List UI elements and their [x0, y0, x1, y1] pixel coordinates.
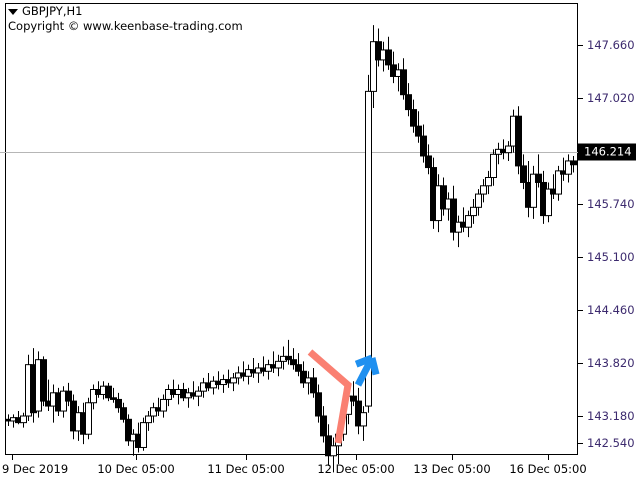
price-tick-mark: [578, 416, 583, 417]
time-axis-label: 9 Dec 2019: [2, 462, 69, 476]
plot-area-frame: [5, 3, 578, 455]
price-axis-label: 143.820: [587, 356, 635, 370]
price-axis[interactable]: 147.660147.020146.380145.740145.100144.4…: [578, 3, 640, 455]
time-axis-label: 13 Dec 05:00: [413, 462, 491, 476]
triangle-down-icon[interactable]: [8, 8, 18, 15]
time-axis-label: 12 Dec 05:00: [317, 462, 395, 476]
time-axis[interactable]: 9 Dec 2019 10 Dec 05:00 11 Dec 05:00 12 Dec…: [0, 455, 640, 480]
price-axis-label: 144.460: [587, 303, 635, 317]
time-tick-mark: [136, 455, 137, 460]
price-axis-label: 147.020: [587, 91, 635, 105]
time-tick-mark: [12, 455, 13, 460]
time-tick-mark: [356, 455, 357, 460]
price-tick-mark: [578, 204, 583, 205]
price-tick-mark: [578, 310, 583, 311]
price-tick-mark: [578, 363, 583, 364]
copyright-label: Copyright © www.keenbase-trading.com: [8, 19, 243, 33]
price-axis-label: 147.660: [587, 38, 635, 52]
price-axis-label: 143.180: [587, 409, 635, 423]
price-axis-label: 145.740: [587, 197, 635, 211]
time-tick-mark: [548, 455, 549, 460]
price-tick-mark: [578, 45, 583, 46]
price-tick-mark: [578, 257, 583, 258]
time-axis-label: 10 Dec 05:00: [97, 462, 175, 476]
time-axis-label: 11 Dec 05:00: [207, 462, 285, 476]
chart-symbol-row: GBPJPY,H1: [8, 5, 82, 18]
time-axis-label: 16 Dec 05:00: [509, 462, 587, 476]
current-price-tag: 146.214: [578, 143, 636, 161]
price-axis-label: 145.100: [587, 250, 635, 264]
time-tick-mark: [246, 455, 247, 460]
price-tick-mark: [578, 98, 583, 99]
price-axis-label: 142.540: [587, 436, 635, 450]
time-tick-mark: [452, 455, 453, 460]
price-tick-mark: [578, 443, 583, 444]
current-price-line: [0, 152, 578, 153]
chart-symbol-label: GBPJPY,H1: [22, 4, 83, 18]
